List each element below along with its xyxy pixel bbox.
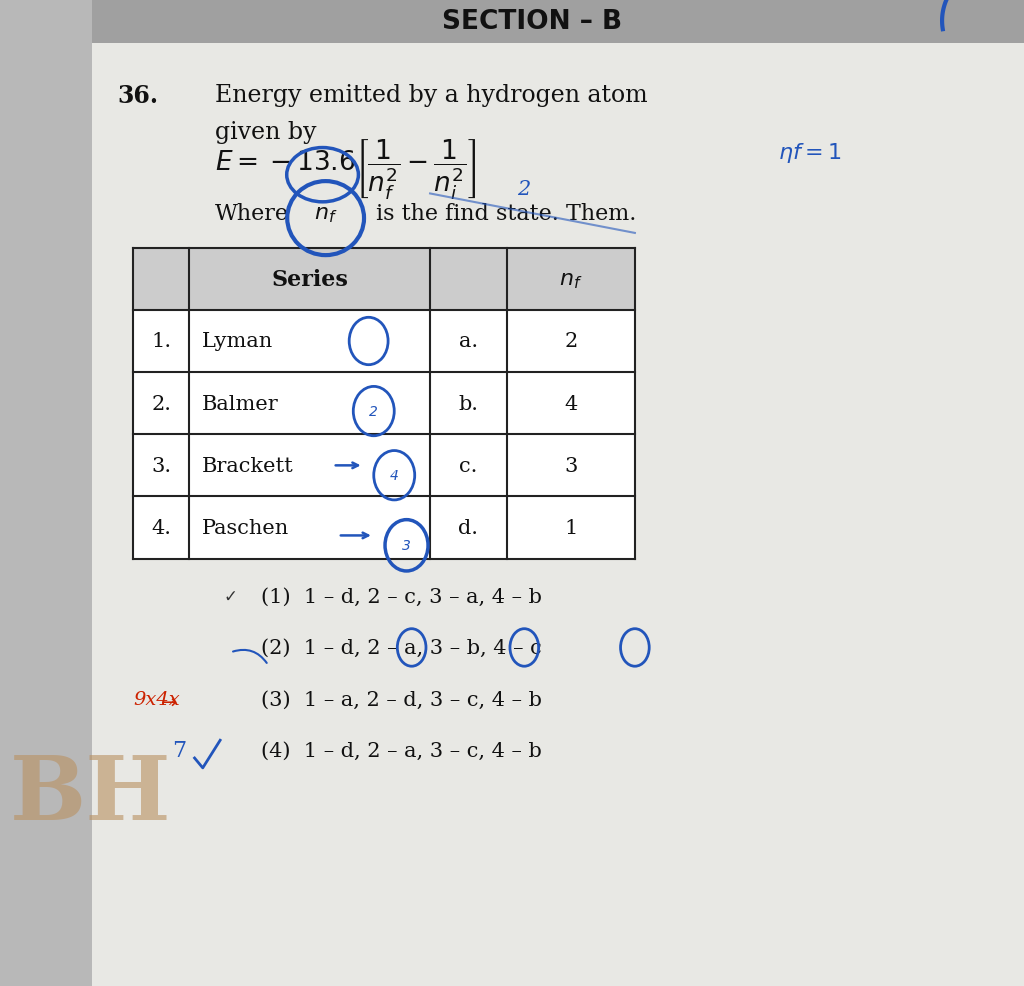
Text: (2)  1 – d, 2 – a, 3 – b, 4 – c: (2) 1 – d, 2 – a, 3 – b, 4 – c [261,638,542,658]
Text: 3.: 3. [152,457,171,475]
Text: 4: 4 [390,468,398,483]
Text: b.: b. [459,394,478,413]
Text: Paschen: Paschen [202,519,289,537]
Text: a.: a. [459,332,478,351]
FancyBboxPatch shape [92,0,1024,44]
Text: 4.: 4. [152,519,171,537]
Text: Series: Series [271,268,348,291]
Text: ✓: ✓ [223,588,238,605]
FancyBboxPatch shape [133,248,635,311]
Text: (3)  1 – a, 2 – d, 3 – c, 4 – b: (3) 1 – a, 2 – d, 3 – c, 4 – b [261,689,542,709]
Text: 36.: 36. [118,84,159,107]
Text: $n_f$: $n_f$ [559,268,583,291]
Text: 9x4x: 9x4x [133,690,180,708]
Text: Lyman: Lyman [202,332,273,351]
Text: 2: 2 [517,179,530,199]
Text: $E = -13.6\left[\dfrac{1}{n_f^2}-\dfrac{1}{n_i^2}\right]$: $E = -13.6\left[\dfrac{1}{n_f^2}-\dfrac{… [215,137,476,202]
Text: 2.: 2. [152,394,171,413]
FancyBboxPatch shape [0,0,92,986]
Text: d.: d. [459,519,478,537]
Text: 3: 3 [564,457,578,475]
Text: $\eta f = 1$: $\eta f = 1$ [778,141,842,165]
Text: 3: 3 [402,538,411,553]
Text: given by: given by [215,121,316,144]
FancyBboxPatch shape [133,248,635,559]
Text: Energy emitted by a hydrogen atom: Energy emitted by a hydrogen atom [215,84,647,106]
Text: c.: c. [460,457,477,475]
Text: $n_f$: $n_f$ [314,203,337,225]
Text: 2: 2 [564,332,578,351]
Text: (1)  1 – d, 2 – c, 3 – a, 4 – b: (1) 1 – d, 2 – c, 3 – a, 4 – b [261,587,542,606]
Text: 1: 1 [564,519,578,537]
Text: →: → [161,692,177,712]
Text: 1.: 1. [152,332,171,351]
Text: is the find state. Them.: is the find state. Them. [369,203,636,225]
Text: Balmer: Balmer [202,394,279,413]
Text: 2: 2 [370,404,378,419]
Text: (4)  1 – d, 2 – a, 3 – c, 4 – b: (4) 1 – d, 2 – a, 3 – c, 4 – b [261,740,542,760]
Text: SECTION – B: SECTION – B [442,9,623,35]
Text: 4: 4 [564,394,578,413]
Text: Where: Where [215,203,289,225]
Text: Brackett: Brackett [202,457,294,475]
Text: BH: BH [10,751,172,838]
Text: 7: 7 [172,740,186,761]
